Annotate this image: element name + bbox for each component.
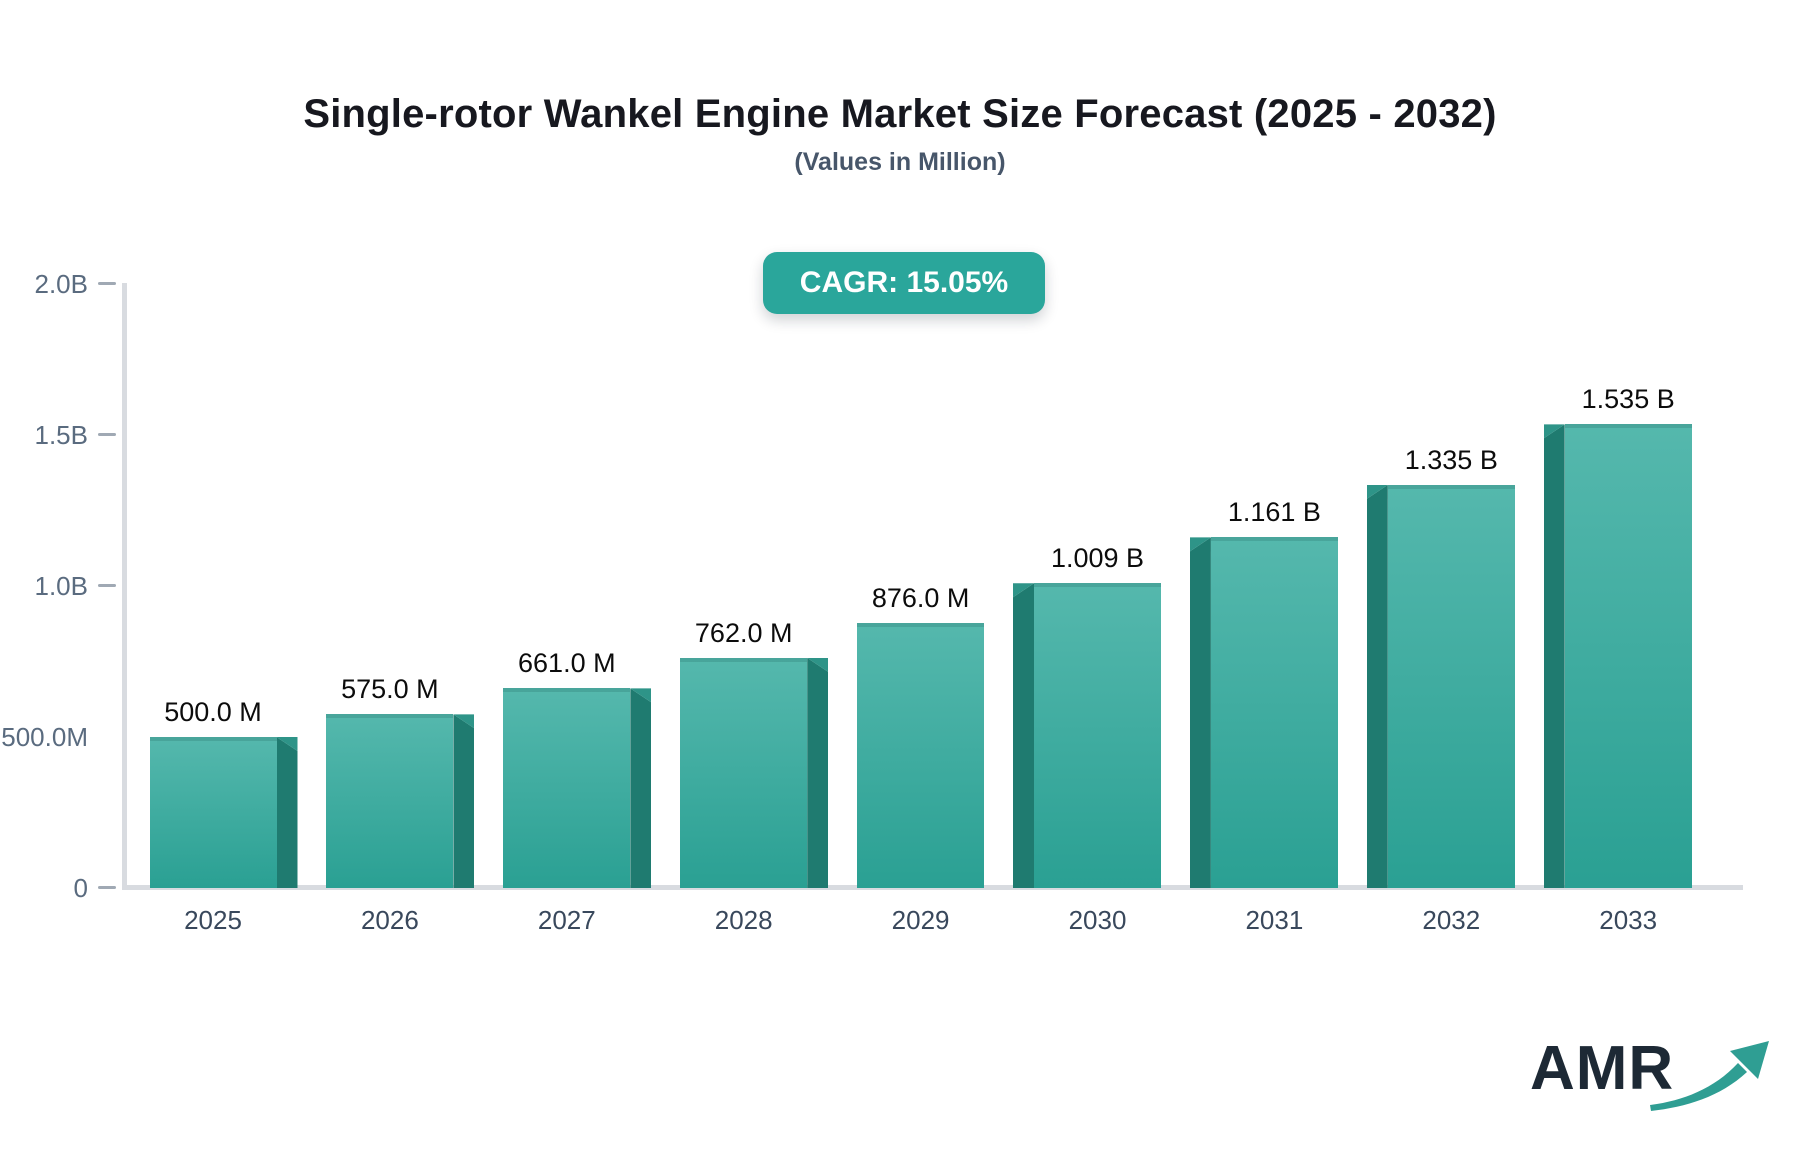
amr-logo: AMR <box>1530 1033 1769 1113</box>
x-tick-label-2028: 2028 <box>714 905 773 935</box>
y-tick-label: 0 <box>73 873 88 903</box>
bar-side-dark <box>1189 537 1211 888</box>
bar-side-dark <box>1366 484 1388 888</box>
y-tick-label: 2.0B <box>34 269 89 299</box>
chart-title: Single-rotor Wankel Engine Market Size F… <box>303 92 1497 136</box>
chart-subtitle: (Values in Million) <box>794 148 1006 176</box>
bar-value-label: 500.0 M <box>164 697 262 727</box>
x-tick-label-2026: 2026 <box>360 905 419 935</box>
y-tick-label: 500.0M <box>1 722 88 752</box>
y-axis-line <box>122 283 127 890</box>
x-tick-label-2031: 2031 <box>1245 905 1304 935</box>
bar-value-label: 762.0 M <box>694 617 793 648</box>
bar-value-label: 876.0 M <box>871 583 970 614</box>
bar-2026 <box>326 714 454 888</box>
y-tick-mark <box>98 584 116 587</box>
cagr-badge: CAGR: 15.05% <box>763 252 1045 314</box>
x-tick-label-2029: 2029 <box>891 905 950 935</box>
bar-side-dark <box>807 657 829 888</box>
bar-value-label: 1.161 B <box>1227 497 1321 528</box>
x-tick-label-2025: 2025 <box>184 905 242 935</box>
y-tick-mark <box>98 282 116 285</box>
bar-value-label: 575.0 M <box>341 674 439 705</box>
y-tick-mark <box>98 886 116 889</box>
bar-2028 <box>680 657 808 888</box>
bar-2027 <box>503 688 631 888</box>
bar-2029 <box>857 623 985 888</box>
bar-2030 <box>1034 583 1161 888</box>
bar-value-label: 1.335 B <box>1404 444 1498 475</box>
x-tick-label-2027: 2027 <box>537 905 596 935</box>
bar-2031 <box>1210 537 1338 888</box>
growth-arrow-icon <box>1650 1041 1769 1111</box>
bar-side-dark <box>1013 583 1034 888</box>
x-tick-label-2032: 2032 <box>1422 905 1481 935</box>
bar-value-label: 1.535 B <box>1581 384 1675 415</box>
y-tick-label: 1.5B <box>34 420 89 450</box>
bar-2033 <box>1564 424 1692 888</box>
bar-2032 <box>1387 484 1515 888</box>
amr-logo-text: AMR <box>1530 1034 1675 1103</box>
bar-side-dark <box>1543 424 1565 888</box>
y-tick-mark <box>98 433 116 436</box>
bar-side-dark <box>276 737 298 888</box>
bar-side-dark <box>453 714 475 888</box>
x-tick-label-2033: 2033 <box>1599 905 1658 935</box>
bar-side-dark <box>630 688 652 888</box>
x-tick-label-2030: 2030 <box>1068 905 1127 935</box>
y-tick-label: 1.0B <box>34 571 89 601</box>
bar-value-label: 661.0 M <box>518 648 616 679</box>
bar-2025 <box>149 737 277 888</box>
bar-value-label: 1.009 B <box>1050 543 1145 574</box>
